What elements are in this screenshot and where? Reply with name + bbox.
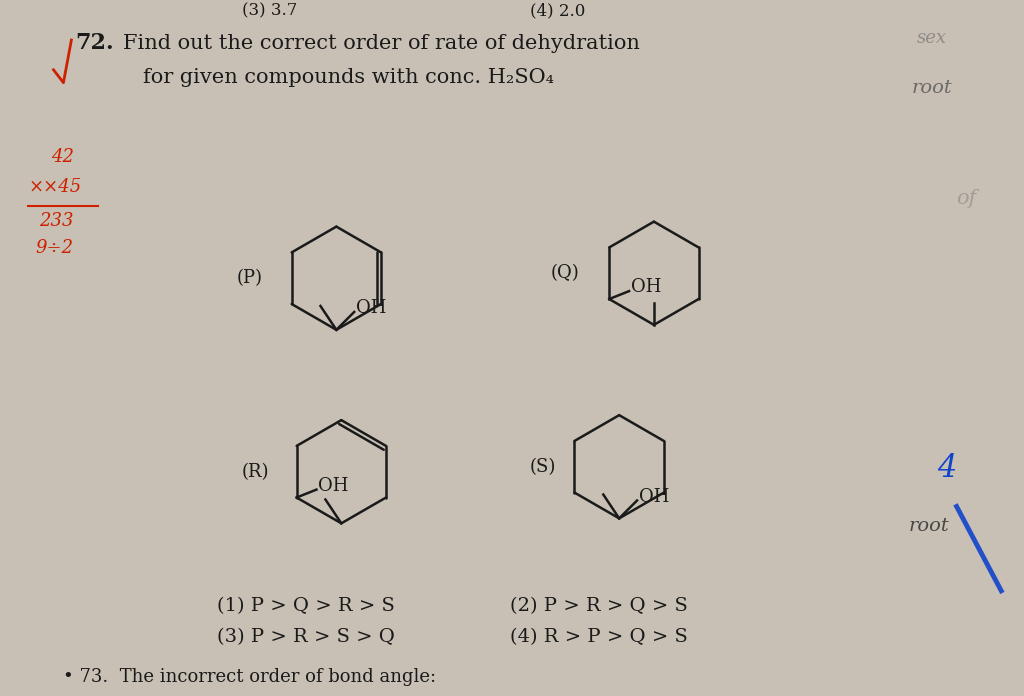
Text: root: root (912, 79, 952, 97)
Text: (Q): (Q) (551, 264, 580, 282)
Text: 4: 4 (937, 452, 956, 484)
Text: 233: 233 (39, 212, 73, 230)
Text: OH: OH (639, 487, 670, 505)
Text: (3) P > R > S > Q: (3) P > R > S > Q (217, 628, 395, 647)
Text: for given compounds with conc. H₂SO₄: for given compounds with conc. H₂SO₄ (142, 68, 554, 87)
Text: OH: OH (631, 278, 662, 296)
Text: Find out the correct order of rate of dehydration: Find out the correct order of rate of de… (123, 34, 640, 53)
Text: (1) P > Q > R > S: (1) P > Q > R > S (217, 596, 395, 615)
Text: OH: OH (356, 299, 387, 317)
Text: (R): (R) (242, 463, 269, 481)
Text: root: root (909, 517, 949, 535)
Text: • 73.  The incorrect order of bond angle:: • 73. The incorrect order of bond angle: (63, 668, 436, 686)
Text: (4) R > P > Q > S: (4) R > P > Q > S (510, 628, 688, 647)
Text: sex: sex (916, 29, 947, 47)
Text: ××45: ××45 (29, 178, 82, 196)
Text: 72.: 72. (76, 32, 114, 54)
Text: (S): (S) (529, 458, 556, 476)
Text: OH: OH (318, 477, 349, 495)
Text: 42: 42 (51, 148, 75, 166)
Text: (P): (P) (238, 269, 263, 287)
Text: 9÷2: 9÷2 (36, 239, 74, 258)
Text: (2) P > R > Q > S: (2) P > R > Q > S (510, 596, 688, 615)
Text: (3) 3.7: (3) 3.7 (242, 2, 297, 19)
Text: (4) 2.0: (4) 2.0 (529, 2, 586, 19)
Text: of: of (956, 189, 977, 208)
